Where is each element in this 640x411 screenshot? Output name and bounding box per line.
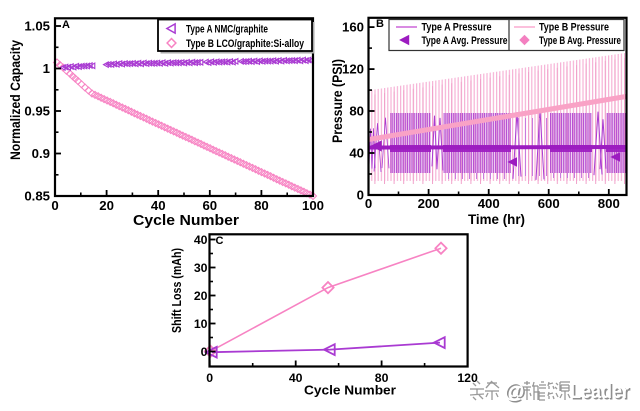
svg-text:10: 10: [194, 317, 208, 331]
svg-text:600: 600: [538, 196, 560, 211]
svg-text:Type B Avg. Pressure: Type B Avg. Pressure: [539, 35, 621, 47]
svg-text:0: 0: [51, 198, 58, 213]
svg-text:0.95: 0.95: [24, 104, 50, 119]
svg-text:Cycle Number: Cycle Number: [304, 382, 396, 397]
svg-text:Type A NMC/graphite: Type A NMC/graphite: [186, 24, 268, 36]
svg-text:100: 100: [302, 198, 324, 213]
svg-text:0.9: 0.9: [32, 146, 50, 161]
svg-text:C: C: [216, 235, 224, 247]
svg-text:1: 1: [43, 61, 50, 76]
svg-text:Type A Avg. Pressure: Type A Avg. Pressure: [422, 35, 508, 47]
svg-text:80: 80: [375, 371, 389, 385]
svg-text:A: A: [62, 19, 70, 31]
svg-text:0: 0: [201, 345, 208, 359]
svg-text:40: 40: [349, 146, 364, 161]
svg-text:120: 120: [457, 371, 478, 385]
svg-text:Leader: Leader: [570, 380, 629, 403]
svg-text:0: 0: [365, 196, 372, 211]
svg-text:200: 200: [418, 196, 440, 211]
svg-text:40: 40: [289, 371, 303, 385]
svg-text:400: 400: [478, 196, 500, 211]
svg-text:40: 40: [194, 233, 208, 247]
svg-text:0: 0: [357, 188, 364, 203]
svg-text:800: 800: [598, 196, 620, 211]
svg-text:40: 40: [151, 198, 166, 213]
svg-text:60: 60: [202, 198, 217, 213]
svg-text:Normalized Capacity: Normalized Capacity: [8, 40, 23, 160]
svg-text:@: @: [506, 382, 526, 405]
svg-text:B: B: [376, 18, 384, 30]
svg-text:120: 120: [342, 62, 364, 77]
svg-text:Leader: Leader: [572, 382, 631, 405]
svg-text:Pressure (PSI): Pressure (PSI): [329, 59, 345, 143]
svg-text:@: @: [504, 380, 524, 403]
svg-text:Time (hr): Time (hr): [468, 211, 525, 227]
svg-text:0.85: 0.85: [24, 189, 50, 204]
svg-text:Type B Pressure: Type B Pressure: [539, 22, 609, 34]
svg-text:Type B LCO/graphite:Si-alloy: Type B LCO/graphite:Si-alloy: [186, 38, 305, 50]
svg-text:80: 80: [254, 198, 269, 213]
svg-text:Shift Loss (mAh): Shift Loss (mAh): [169, 248, 184, 333]
svg-text:80: 80: [349, 104, 364, 119]
svg-text:30: 30: [194, 261, 208, 275]
svg-text:0: 0: [206, 371, 213, 385]
svg-text:20: 20: [194, 289, 208, 303]
svg-text:1.05: 1.05: [24, 19, 50, 34]
svg-text:Cycle Number: Cycle Number: [133, 213, 239, 229]
svg-text:Type A Pressure: Type A Pressure: [422, 22, 492, 34]
svg-text:160: 160: [342, 20, 364, 35]
svg-text:20: 20: [99, 198, 114, 213]
